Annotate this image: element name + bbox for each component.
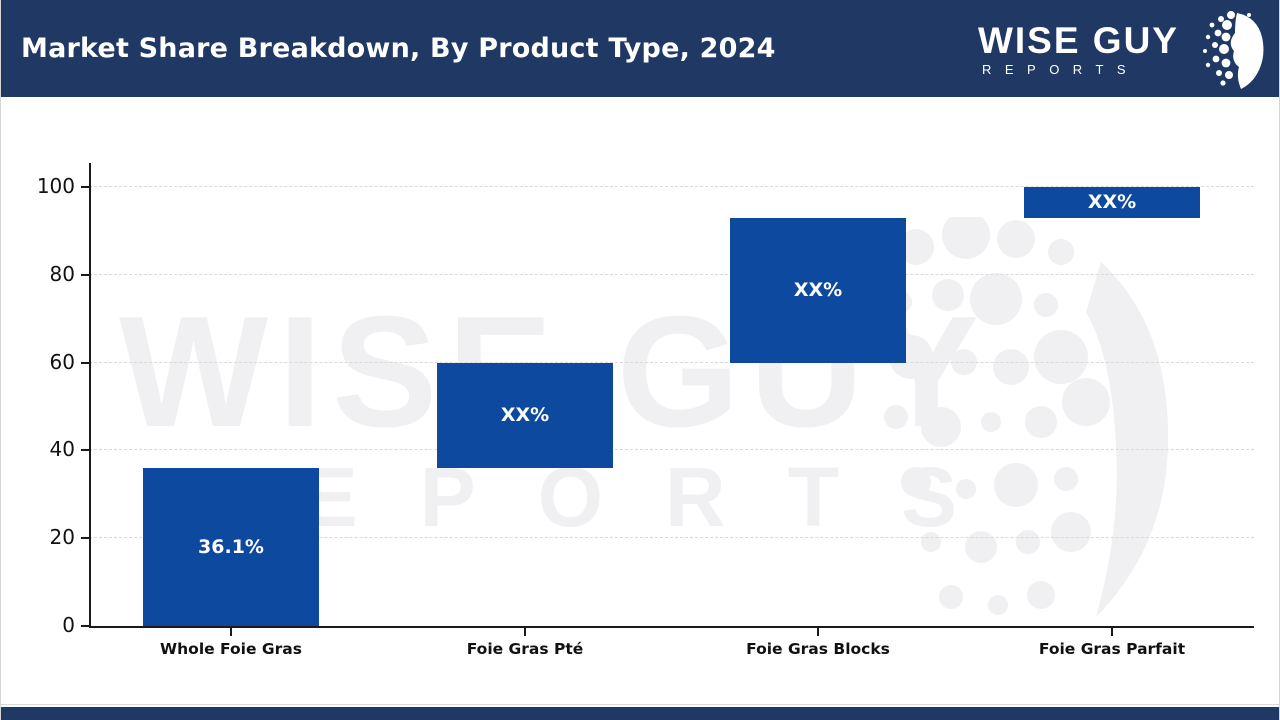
bar-value-label-2: XX% (500, 404, 550, 427)
chart-area: WISE GUY REPORTS 0 20 40 60 80 100 36.1% Whole … (1, 97, 1279, 704)
bar-3: XX% (730, 217, 906, 363)
gridline-80 (89, 273, 1254, 275)
gridline-60 (89, 361, 1254, 363)
logo-text: WISE GUY REPORTS (978, 22, 1179, 76)
bar-4: XX% (1024, 187, 1200, 218)
y-tick-20 (81, 537, 89, 540)
x-axis-line (89, 626, 1254, 628)
footer-divider (1, 704, 1279, 705)
y-tick-40 (81, 449, 89, 452)
chart-title: Market Share Breakdown, By Product Type,… (21, 33, 776, 64)
category-label-4: Foie Gras Parfait (1038, 640, 1186, 658)
category-label-3: Foie Gras Blocks (746, 640, 890, 658)
bar-value-label-1: 36.1% (198, 535, 264, 558)
y-tick-label-80: 80 (49, 261, 75, 286)
category-label-2: Foie Gras Pté (466, 640, 584, 658)
y-tick-60 (81, 361, 89, 364)
gridline-20 (89, 537, 1254, 539)
category-label-1: Whole Foie Gras (160, 640, 302, 658)
wise-guy-logo: WISE GUY REPORTS (978, 7, 1267, 91)
y-tick-label-100: 100 (36, 174, 75, 198)
logo-wordmark: WISE GUY (977, 19, 1179, 61)
y-tick-label-20: 20 (49, 525, 75, 550)
y-tick-80 (81, 273, 89, 276)
plot: 0 20 40 60 80 100 36.1% Whole Foie Gras XX% Foie … (1, 97, 1279, 704)
y-tick-label-40: 40 (49, 437, 75, 462)
y-tick-label-60: 60 (49, 349, 75, 374)
x-tick-3 (817, 628, 819, 636)
x-tick-1 (230, 628, 232, 636)
y-axis-line (89, 163, 91, 628)
y-tick-100 (81, 186, 89, 188)
y-tick-0 (81, 625, 89, 627)
y-tick-label-0: 0 (62, 613, 75, 637)
bar-value-label-3: XX% (793, 279, 843, 302)
logo-face-icon (1203, 10, 1264, 89)
gridline-100 (89, 186, 1254, 187)
footer-bar (1, 707, 1279, 720)
bar-1: 36.1% (143, 467, 319, 626)
gridline-40 (89, 449, 1254, 451)
x-tick-2 (524, 628, 526, 636)
bar-value-label-4: XX% (1087, 191, 1137, 214)
bar-2: XX% (437, 362, 613, 468)
header: Market Share Breakdown, By Product Type,… (1, 0, 1279, 97)
x-tick-4 (1111, 628, 1113, 636)
logo-subtext: REPORTS (981, 61, 1140, 77)
